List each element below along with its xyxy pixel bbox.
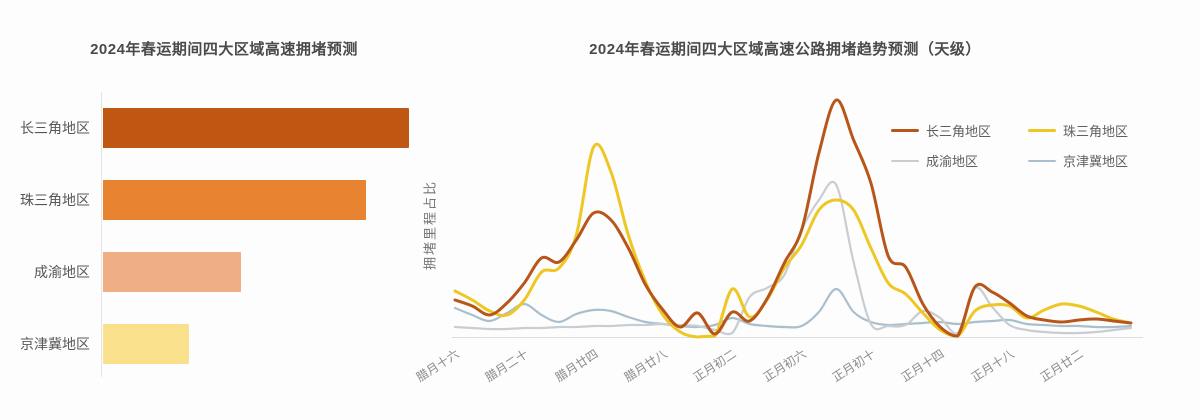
bar-chart-title: 2024年春运期间四大区域高速拥堵预测	[90, 41, 358, 58]
bar-label-chengdu-chongqing: 成渝地区	[34, 264, 90, 280]
x-tick-label: 正月十八	[968, 346, 1017, 385]
legend-label: 珠三角地区	[1063, 124, 1129, 139]
bar-label-yangtze-delta: 长三角地区	[20, 120, 90, 136]
bar-chengdu-chongqing	[103, 252, 241, 292]
legend-item-beijing-tianjin-hebei[interactable]: 京津冀地区	[1028, 152, 1128, 169]
x-tick-label: 正月初十	[829, 346, 878, 385]
x-tick-label: 正月廿二	[1037, 346, 1086, 385]
line-chart-title: 2024年春运期间四大区域高速公路拥堵趋势预测（天级）	[589, 41, 981, 58]
legend-item-yangtze-delta[interactable]: 长三角地区	[891, 122, 1028, 139]
bar-yangtze-delta	[103, 108, 409, 148]
legend-item-pearl-delta[interactable]: 珠三角地区	[1028, 122, 1128, 139]
legend-line-swatch	[891, 129, 919, 132]
x-tick-label: 正月十四	[899, 346, 948, 385]
line-series-beijing-tianjin-hebei	[453, 287, 1132, 329]
line-chart-plot	[452, 98, 1143, 339]
x-tick-label: 腊月廿八	[621, 346, 670, 385]
legend-label: 京津冀地区	[1063, 154, 1129, 169]
line-chart-y-axis-label: 拥堵里程占比	[422, 179, 438, 271]
x-tick-label: 腊月廿四	[552, 346, 601, 385]
bar-beijing-tianjin-hebei	[103, 324, 189, 364]
line-chart-legend: 长三角地区 珠三角地区成渝地区 京津冀地区	[891, 122, 1128, 169]
bar-chart-y-axis-line	[101, 92, 102, 377]
x-tick-label: 正月初二	[691, 346, 740, 385]
legend-line-swatch	[1028, 129, 1056, 132]
x-tick-label: 腊月十六	[413, 346, 462, 385]
bar-label-beijing-tianjin-hebei: 京津冀地区	[20, 336, 90, 352]
x-tick-label: 腊月二十	[483, 346, 532, 385]
legend-label: 长三角地区	[926, 124, 992, 139]
x-tick-label: 正月初六	[760, 346, 809, 385]
legend-item-chengdu-chongqing[interactable]: 成渝地区	[891, 152, 1028, 169]
bar-pearl-delta	[103, 180, 366, 220]
legend-line-swatch	[891, 159, 919, 162]
legend-line-swatch	[1028, 159, 1056, 162]
line-series-pearl-delta	[453, 142, 1133, 339]
legend-label: 成渝地区	[926, 154, 979, 169]
bar-label-pearl-delta: 珠三角地区	[20, 192, 90, 208]
line-series-yangtze-delta	[453, 98, 1133, 338]
